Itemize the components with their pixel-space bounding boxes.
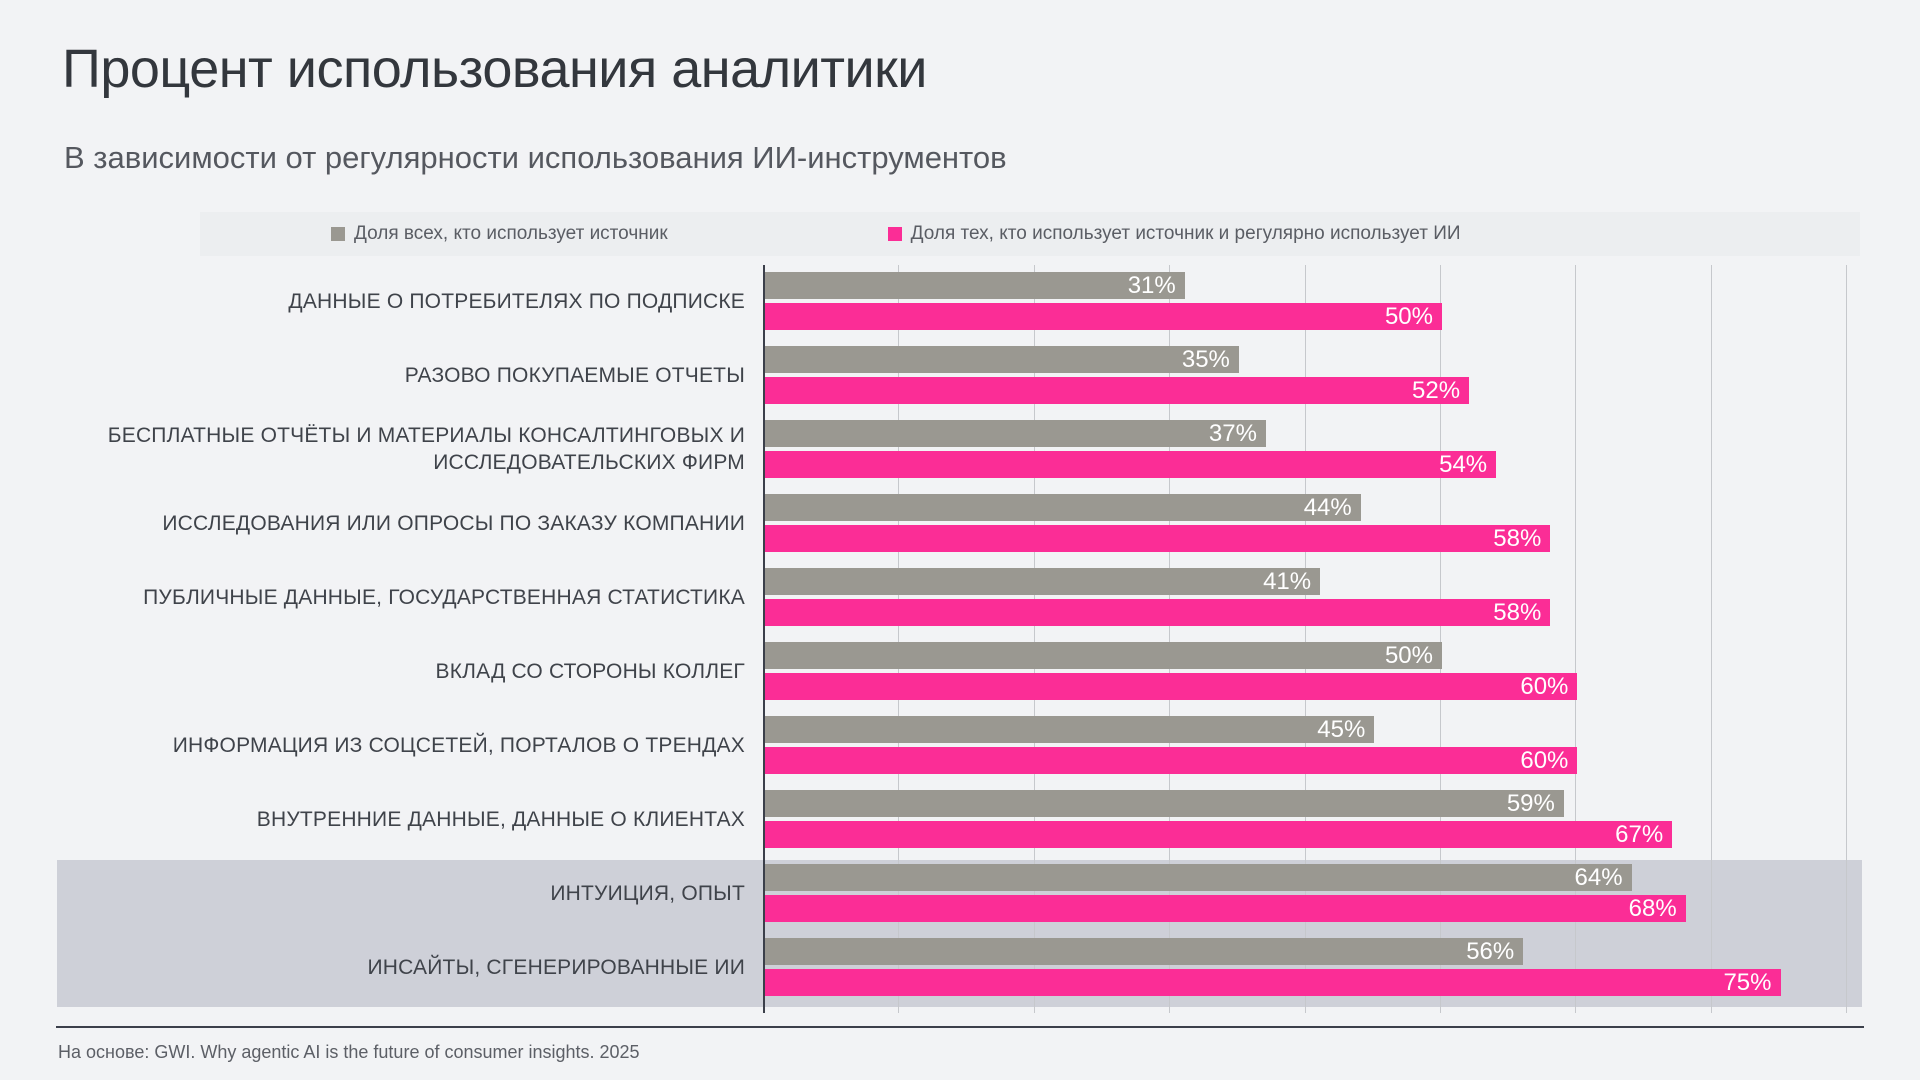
bar-group: 35% 52% (765, 339, 1865, 413)
bar-value-label: 60% (1520, 672, 1569, 700)
chart-row: ВНУТРЕННИЕ ДАННЫЕ, ДАННЫЕ О КЛИЕНТАХ 59% 6… (0, 783, 1920, 857)
category-label: РАЗОВО ПОКУПАЕМЫЕ ОТЧЕТЫ (404, 363, 745, 387)
source-note: На основе: GWI. Why agentic AI is the fu… (58, 1042, 640, 1062)
chart-rows: ДАННЫЕ О ПОТРЕБИТЕЛЯХ ПО ПОДПИСКЕ 31% 50% Р… (0, 265, 1920, 1005)
chart-row: ИНТУИЦИЯ, ОПЫТ 64% 68% (0, 857, 1920, 931)
bar-ai-users[interactable]: 68% (765, 895, 1686, 922)
bar-value-label: 50% (1384, 302, 1433, 330)
bar-value-label: 64% (1574, 863, 1623, 891)
chart-row: ИНФОРМАЦИЯ ИЗ СОЦСЕТЕЙ, ПОРТАЛОВ О ТРЕНД… (0, 709, 1920, 783)
category-label: ВКЛАД СО СТОРОНЫ КОЛЛЕГ (435, 659, 745, 683)
bar-ai-users[interactable]: 67% (765, 820, 1673, 848)
bar-ai-users[interactable]: 60% (765, 746, 1578, 774)
category-label: ИНСАЙТЫ, СГЕНЕРИРОВАННЫЕ ИИ (367, 955, 745, 979)
plot-area: ДАННЫЕ О ПОТРЕБИТЕЛЯХ ПО ПОДПИСКЕ 31% 50% Р… (0, 265, 1920, 1015)
bar-group: 44% 58% (765, 487, 1865, 561)
bar-ai-users[interactable]: 60% (765, 672, 1578, 700)
chart-row: ИНСАЙТЫ, СГЕНЕРИРОВАННЫЕ ИИ 56% 75% (0, 931, 1920, 1005)
bar-value-label: 60% (1520, 746, 1569, 774)
bar-group: 37% 54% (765, 413, 1865, 487)
category-label: ПУБЛИЧНЫЕ ДАННЫЕ, ГОСУДАРСТВЕННАЯ СТАТИС… (143, 585, 745, 609)
legend-label-ai-users: Доля тех, кто использует источник и регу… (910, 223, 1461, 244)
chart-row: ИССЛЕДОВАНИЯ ИЛИ ОПРОСЫ ПО ЗАКАЗУ КОМПАН… (0, 487, 1920, 561)
square-swatch-gray-icon (331, 227, 345, 241)
chart-row: ВКЛАД СО СТОРОНЫ КОЛЛЕГ 50% 60% (0, 635, 1920, 709)
chart-legend: Доля всех, кто использует источник Доля … (200, 212, 1860, 256)
chart-row: ПУБЛИЧНЫЕ ДАННЫЕ, ГОСУДАРСТВЕННАЯ СТАТИС… (0, 561, 1920, 635)
category-label: ДАННЫЕ О ПОТРЕБИТЕЛЯХ ПО ПОДПИСКЕ (288, 289, 745, 313)
page-subtitle: В зависимости от регулярности использова… (64, 140, 1007, 175)
chart-row: БЕСПЛАТНЫЕ ОТЧЁТЫ И МАТЕРИАЛЫ КОНСАЛТИНГ… (0, 413, 1920, 487)
bar-ai-users[interactable]: 58% (765, 524, 1551, 552)
category-label: ИНФОРМАЦИЯ ИЗ СОЦСЕТЕЙ, ПОРТАЛОВ О ТРЕНД… (172, 733, 745, 757)
bar-all-users[interactable]: 41% (765, 567, 1321, 595)
bar-all-users[interactable]: 37% (765, 420, 1266, 447)
legend-item-ai-users[interactable]: Доля тех, кто использует источник и регу… (887, 223, 1461, 245)
bar-value-label: 58% (1493, 598, 1542, 626)
bar-all-users[interactable]: 50% (765, 642, 1442, 669)
bar-value-label: 44% (1303, 493, 1352, 521)
value-axis-line (763, 265, 765, 1013)
bar-value-label: 41% (1263, 567, 1312, 595)
bar-group: 50% 60% (765, 635, 1865, 709)
category-label: ИНТУИЦИЯ, ОПЫТ (550, 881, 745, 905)
category-label: ИССЛЕДОВАНИЯ ИЛИ ОПРОСЫ ПО ЗАКАЗУ КОМПАН… (162, 511, 745, 535)
bar-ai-users[interactable]: 58% (765, 598, 1551, 626)
bar-all-users[interactable]: 31% (765, 272, 1185, 299)
bar-all-users[interactable]: 35% (765, 346, 1239, 373)
bar-all-users[interactable]: 44% (765, 494, 1361, 521)
bar-value-label: 67% (1615, 820, 1664, 848)
category-label: БЕСПЛАТНЫЕ ОТЧЁТЫ И МАТЕРИАЛЫ КОНСАЛТИНГ… (107, 424, 745, 474)
bar-value-label: 54% (1439, 450, 1488, 478)
bar-value-label: 58% (1493, 524, 1542, 552)
chart-row: РАЗОВО ПОКУПАЕМЫЕ ОТЧЕТЫ 35% 52% (0, 339, 1920, 413)
bar-value-label: 75% (1723, 968, 1772, 996)
bar-all-users[interactable]: 59% (765, 790, 1564, 817)
bar-all-users[interactable]: 56% (765, 937, 1524, 965)
bar-value-label: 68% (1628, 894, 1677, 922)
bar-all-users[interactable]: 45% (765, 715, 1375, 743)
bar-value-label: 45% (1317, 715, 1366, 743)
bar-ai-users[interactable]: 52% (765, 376, 1470, 404)
footer-divider (56, 1026, 1864, 1028)
page-title: Процент использования аналитики (62, 39, 927, 99)
bar-value-label: 35% (1181, 345, 1230, 373)
bar-group: 41% 58% (765, 561, 1865, 635)
bar-all-users[interactable]: 64% (765, 864, 1632, 891)
bar-group: 31% 50% (765, 265, 1865, 339)
bar-value-label: 31% (1127, 271, 1176, 299)
legend-label-all-users: Доля всех, кто использует источник (354, 223, 668, 244)
legend-item-all-users[interactable]: Доля всех, кто использует источник (331, 223, 668, 245)
category-label: ВНУТРЕННИЕ ДАННЫЕ, ДАННЫЕ О КЛИЕНТАХ (256, 807, 745, 831)
bar-value-label: 59% (1506, 789, 1555, 817)
bar-group: 64% 68% (765, 857, 1865, 931)
bar-value-label: 52% (1412, 376, 1461, 404)
bar-group: 59% 67% (765, 783, 1865, 857)
bar-ai-users[interactable]: 54% (765, 450, 1497, 478)
square-swatch-pink-icon (887, 227, 902, 241)
bar-value-label: 50% (1384, 641, 1433, 669)
bar-group: 45% 60% (765, 709, 1865, 783)
bar-value-label: 56% (1466, 937, 1515, 965)
chart-row: ДАННЫЕ О ПОТРЕБИТЕЛЯХ ПО ПОДПИСКЕ 31% 50% (0, 265, 1920, 339)
bar-ai-users[interactable]: 75% (765, 969, 1781, 996)
bar-ai-users[interactable]: 50% (765, 303, 1442, 330)
bar-value-label: 37% (1208, 419, 1257, 447)
bar-group: 56% 75% (765, 931, 1865, 1005)
